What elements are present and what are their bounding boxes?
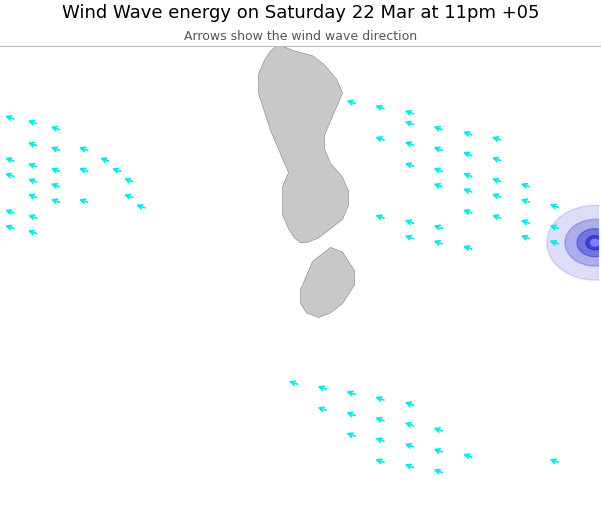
Circle shape bbox=[577, 229, 601, 256]
Circle shape bbox=[591, 240, 599, 246]
Text: Arrows show the wind wave direction: Arrows show the wind wave direction bbox=[184, 30, 417, 43]
Circle shape bbox=[547, 205, 601, 280]
Text: Wind Wave energy on Saturday 22 Mar at 11pm +05: Wind Wave energy on Saturday 22 Mar at 1… bbox=[62, 4, 539, 22]
Polygon shape bbox=[258, 46, 349, 243]
Circle shape bbox=[565, 219, 601, 266]
Circle shape bbox=[586, 236, 601, 250]
Polygon shape bbox=[300, 247, 355, 318]
